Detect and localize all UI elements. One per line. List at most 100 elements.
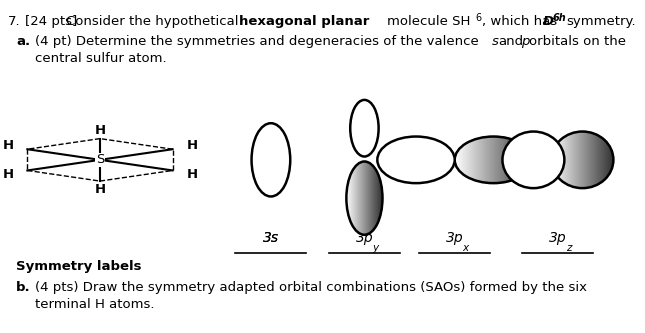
Polygon shape <box>524 146 526 174</box>
Text: x: x <box>462 243 469 253</box>
Polygon shape <box>551 153 553 167</box>
Text: [24 pts]: [24 pts] <box>25 15 77 28</box>
Ellipse shape <box>377 137 455 183</box>
Polygon shape <box>464 144 465 176</box>
Polygon shape <box>576 132 577 188</box>
Polygon shape <box>477 139 478 181</box>
Polygon shape <box>590 132 591 187</box>
Polygon shape <box>517 141 518 178</box>
Polygon shape <box>455 154 456 166</box>
Polygon shape <box>473 140 474 180</box>
Polygon shape <box>487 137 488 183</box>
Ellipse shape <box>350 100 379 157</box>
Polygon shape <box>612 153 613 167</box>
Text: Symmetry labels: Symmetry labels <box>16 260 142 273</box>
Text: 3p: 3p <box>549 231 567 245</box>
Polygon shape <box>581 132 582 188</box>
Polygon shape <box>518 142 519 178</box>
Text: 3s: 3s <box>263 231 279 245</box>
Polygon shape <box>496 137 497 183</box>
Polygon shape <box>504 138 505 182</box>
Text: p: p <box>521 35 530 48</box>
Polygon shape <box>595 134 596 186</box>
Polygon shape <box>513 140 514 180</box>
Polygon shape <box>478 138 479 181</box>
Polygon shape <box>471 140 473 179</box>
Polygon shape <box>594 134 595 186</box>
Polygon shape <box>465 143 466 176</box>
Polygon shape <box>574 132 575 187</box>
Polygon shape <box>605 141 606 179</box>
Polygon shape <box>563 137 564 182</box>
Polygon shape <box>569 134 570 186</box>
Text: z: z <box>566 243 571 253</box>
Text: (4 pt) Determine the symmetries and degeneracies of the valence: (4 pt) Determine the symmetries and dege… <box>35 35 479 48</box>
Polygon shape <box>603 139 604 181</box>
Polygon shape <box>511 139 513 180</box>
Text: y: y <box>372 243 379 253</box>
Polygon shape <box>610 148 611 172</box>
Polygon shape <box>607 143 608 177</box>
Text: H: H <box>3 168 14 181</box>
Polygon shape <box>530 152 531 168</box>
Polygon shape <box>506 138 508 182</box>
Polygon shape <box>575 132 576 187</box>
Polygon shape <box>572 133 573 187</box>
Polygon shape <box>593 133 594 186</box>
Polygon shape <box>611 150 612 170</box>
Polygon shape <box>571 133 572 186</box>
Polygon shape <box>508 138 509 181</box>
Polygon shape <box>531 154 532 166</box>
Polygon shape <box>522 144 523 176</box>
Polygon shape <box>501 137 502 183</box>
Polygon shape <box>591 133 593 187</box>
Text: H: H <box>94 183 106 196</box>
Text: s: s <box>491 35 499 48</box>
Polygon shape <box>493 137 495 183</box>
Polygon shape <box>558 142 559 178</box>
Polygon shape <box>580 132 581 188</box>
Polygon shape <box>457 150 459 170</box>
Text: H: H <box>186 168 197 181</box>
Polygon shape <box>491 137 492 183</box>
Polygon shape <box>598 135 599 184</box>
Polygon shape <box>499 137 500 183</box>
Text: a.: a. <box>16 35 30 48</box>
Polygon shape <box>510 139 511 181</box>
Polygon shape <box>521 143 522 176</box>
Text: H: H <box>3 139 14 152</box>
Text: H: H <box>186 139 197 152</box>
Polygon shape <box>482 138 483 182</box>
Polygon shape <box>597 135 598 185</box>
Polygon shape <box>600 137 601 183</box>
Text: Consider the hypothetical: Consider the hypothetical <box>66 15 239 28</box>
Text: 6: 6 <box>475 13 481 23</box>
Polygon shape <box>460 147 461 173</box>
Polygon shape <box>565 136 566 184</box>
Polygon shape <box>567 135 568 185</box>
Polygon shape <box>555 144 557 175</box>
Polygon shape <box>596 134 597 185</box>
Polygon shape <box>459 148 460 171</box>
Polygon shape <box>492 137 493 183</box>
Polygon shape <box>462 145 464 175</box>
Text: central sulfur atom.: central sulfur atom. <box>35 52 167 65</box>
Polygon shape <box>475 139 477 181</box>
Ellipse shape <box>502 132 564 188</box>
Polygon shape <box>466 143 468 177</box>
Polygon shape <box>470 141 471 179</box>
Text: 7.: 7. <box>8 15 21 28</box>
Polygon shape <box>526 147 527 173</box>
Polygon shape <box>559 141 560 179</box>
Polygon shape <box>568 134 569 185</box>
Polygon shape <box>469 141 470 178</box>
Polygon shape <box>495 137 496 183</box>
Polygon shape <box>497 137 499 183</box>
Polygon shape <box>561 139 562 181</box>
Polygon shape <box>601 137 602 182</box>
Polygon shape <box>602 138 603 182</box>
Text: , which has: , which has <box>482 15 557 28</box>
Polygon shape <box>553 148 555 172</box>
Polygon shape <box>606 142 607 178</box>
Polygon shape <box>486 137 487 183</box>
